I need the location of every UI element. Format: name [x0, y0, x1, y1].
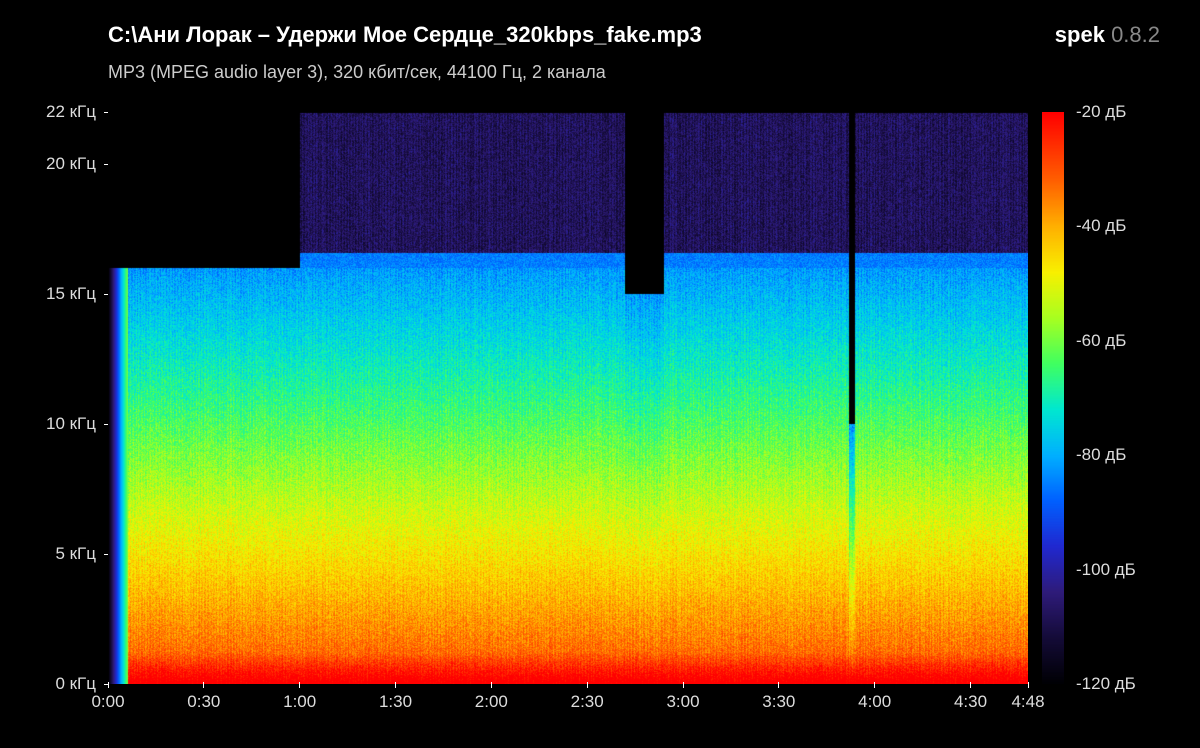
- x-tick-label: 1:30: [379, 692, 412, 712]
- x-tick-label: 4:00: [858, 692, 891, 712]
- x-tick-label: 3:30: [762, 692, 795, 712]
- app-name: spek: [1055, 22, 1105, 47]
- audio-format-subtitle: MP3 (MPEG audio layer 3), 320 кбит/сек, …: [108, 62, 606, 83]
- colorbar-canvas: [1042, 112, 1064, 684]
- y-tick-label: 22 кГц: [46, 102, 96, 122]
- file-path-title: C:\Ани Лорак – Удержи Мое Сердце_320kbps…: [108, 22, 1160, 48]
- x-tick-label: 1:00: [283, 692, 316, 712]
- spectrogram-plot: [108, 112, 1028, 684]
- x-tick-label: 4:48: [1011, 692, 1044, 712]
- y-tick-label: 0 кГц: [55, 674, 96, 694]
- colorbar-tick-label: -120 дБ: [1076, 674, 1136, 694]
- colorbar-tick-label: -80 дБ: [1076, 445, 1126, 465]
- y-tick-label: 15 кГц: [46, 284, 96, 304]
- colorbar-tick-label: -100 дБ: [1076, 560, 1136, 580]
- x-tick-label: 2:00: [475, 692, 508, 712]
- colorbar-tick-label: -40 дБ: [1076, 216, 1126, 236]
- x-axis: 0:000:301:001:302:002:303:003:304:004:30…: [108, 688, 1028, 728]
- x-tick-label: 4:30: [954, 692, 987, 712]
- y-tick-label: 20 кГц: [46, 154, 96, 174]
- colorbar-tick-label: -20 дБ: [1076, 102, 1126, 122]
- app-version: 0.8.2: [1111, 22, 1160, 47]
- colorbar-tick-label: -60 дБ: [1076, 331, 1126, 351]
- y-axis: 0 кГц5 кГц10 кГц15 кГц20 кГц22 кГц: [0, 112, 104, 684]
- x-tick-label: 0:30: [187, 692, 220, 712]
- colorbar-axis: -20 дБ-40 дБ-60 дБ-80 дБ-100 дБ-120 дБ: [1070, 112, 1190, 684]
- x-tick-label: 2:30: [571, 692, 604, 712]
- x-tick-label: 0:00: [91, 692, 124, 712]
- x-tick-label: 3:00: [666, 692, 699, 712]
- y-tick-label: 10 кГц: [46, 414, 96, 434]
- y-tick-label: 5 кГц: [55, 544, 96, 564]
- colorbar: [1042, 112, 1064, 684]
- app-name-version: spek 0.8.2: [1055, 22, 1160, 48]
- spectrogram-canvas: [108, 112, 1028, 684]
